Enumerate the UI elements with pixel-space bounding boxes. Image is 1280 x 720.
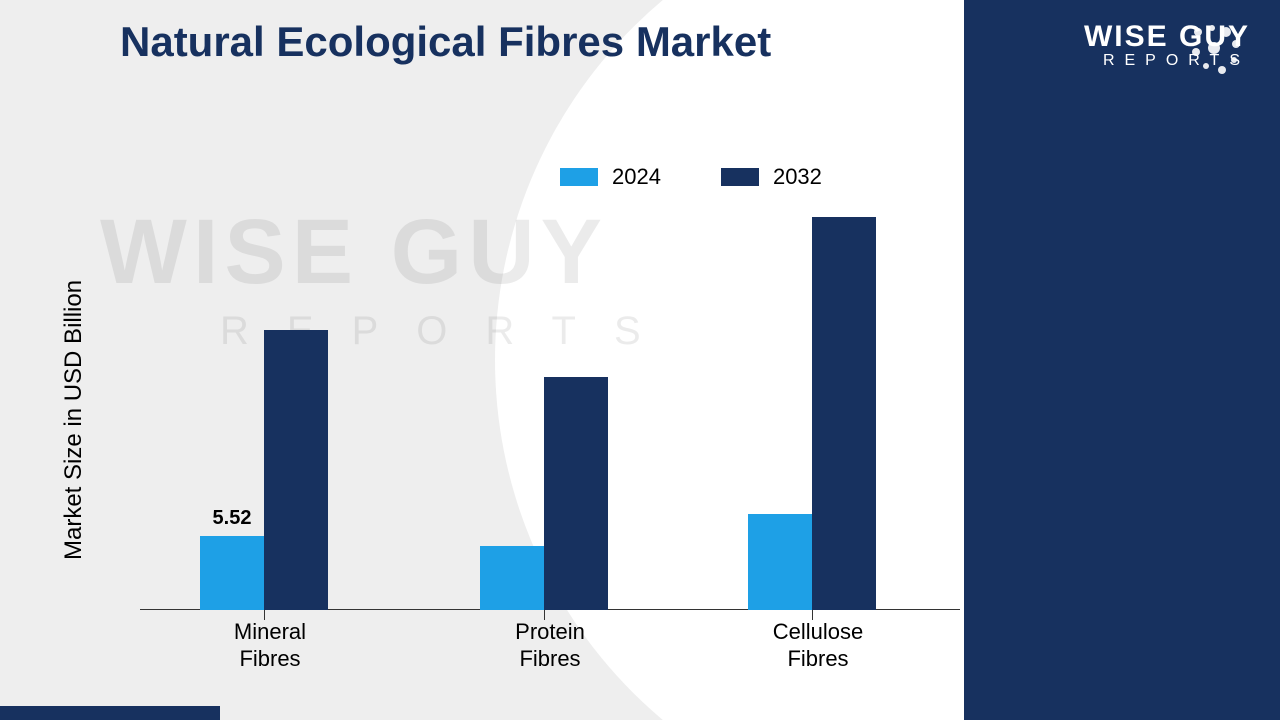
side-panel xyxy=(964,0,1280,720)
bar-2032 xyxy=(812,217,876,610)
legend-item-2024: 2024 xyxy=(560,164,661,190)
legend: 2024 2032 xyxy=(560,164,822,190)
y-axis-label: Market Size in USD Billion xyxy=(60,280,88,560)
bar-2024 xyxy=(748,514,812,610)
legend-item-2032: 2032 xyxy=(721,164,822,190)
legend-swatch-2024 xyxy=(560,168,598,186)
chart-stage: WISE GUY REPORTS Natural Ecological Fibr… xyxy=(0,0,1280,720)
bar-2032 xyxy=(544,377,608,610)
brand-head-icon xyxy=(1186,22,1246,82)
bar-2024 xyxy=(480,546,544,610)
bar-value-label: 5.52 xyxy=(197,507,267,530)
legend-label-2032: 2032 xyxy=(773,164,822,190)
bottom-bar-accent xyxy=(0,706,220,720)
category-label: Cellulose Fibres xyxy=(738,619,898,672)
legend-swatch-2032 xyxy=(721,168,759,186)
legend-label-2024: 2024 xyxy=(612,164,661,190)
chart-title: Natural Ecological Fibres Market xyxy=(120,18,771,66)
bar-2032 xyxy=(264,330,328,610)
plot-area: 5.52Mineral FibresProtein FibresCellulos… xyxy=(140,210,960,610)
category-label: Mineral Fibres xyxy=(190,619,350,672)
bar-2024 xyxy=(200,536,264,610)
category-label: Protein Fibres xyxy=(470,619,630,672)
